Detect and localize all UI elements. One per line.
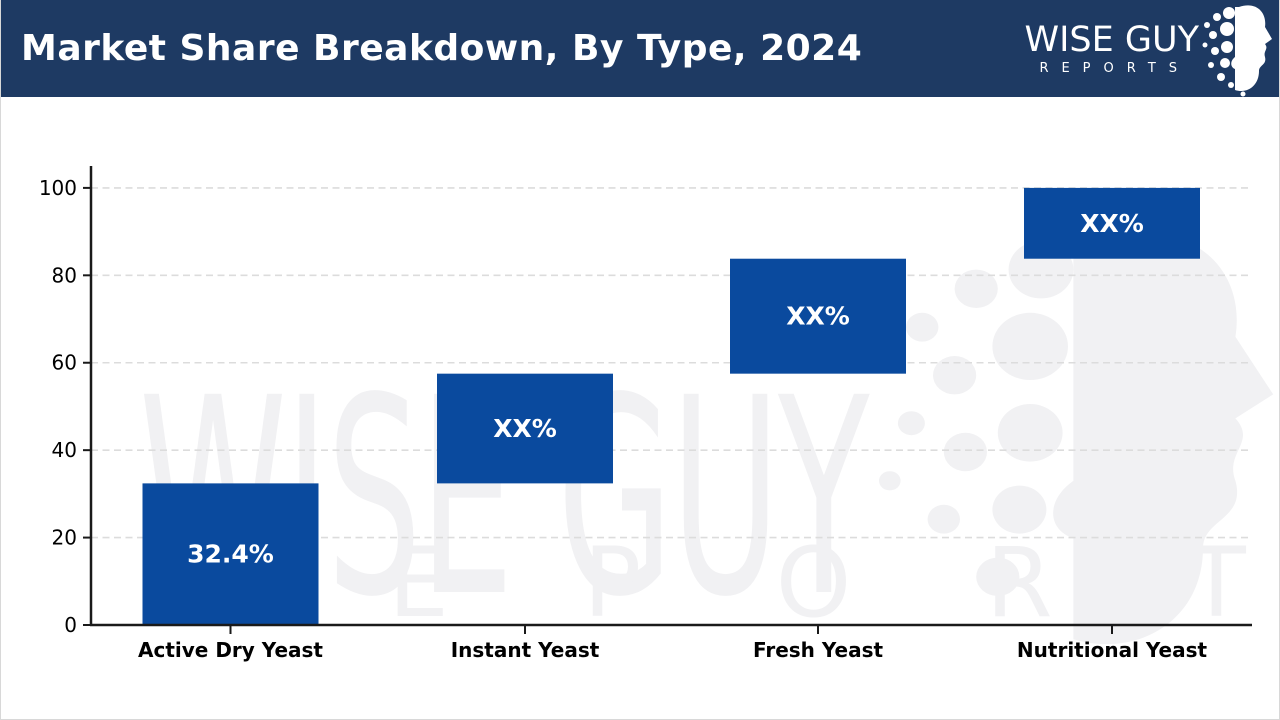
x-tick-label: Nutritional Yeast (1017, 638, 1208, 662)
logo-face-icon (1202, 4, 1272, 96)
bar-value-label: XX% (786, 302, 850, 331)
bar-nutritional-yeast (1024, 187, 1200, 259)
bar-fresh-yeast (730, 258, 906, 374)
y-tick-label: 40 (52, 438, 77, 462)
y-tick-label: 20 (52, 526, 77, 550)
y-tick-label: 0 (64, 613, 77, 637)
bar-value-label: XX% (1080, 209, 1144, 238)
x-tick-label: Fresh Yeast (753, 638, 884, 662)
logo-wordmark: WISE GUY (1024, 19, 1199, 60)
bar-active-dry-yeast (142, 483, 319, 625)
y-tick-label: 60 (52, 351, 77, 375)
x-tick-label: Instant Yeast (451, 638, 600, 662)
chart-area: WISE GUY R E P O R T S 32.4%XX%XX%XX%020… (1, 97, 1279, 719)
y-tick-label: 80 (52, 263, 77, 287)
y-tick-label: 100 (39, 176, 77, 200)
chart-title: Market Share Breakdown, By Type, 2024 (21, 28, 863, 69)
x-tick-label: Active Dry Yeast (138, 638, 323, 662)
logo-text: WISE GUY REPORTS (1024, 19, 1199, 76)
bar-value-label: XX% (493, 414, 557, 443)
header-bar: Market Share Breakdown, By Type, 2024 WI… (1, 0, 1279, 97)
market-share-waterfall-chart: 32.4% XX% XX% XX% 0 20 40 60 80 100 Active Dry Yea… (39, 166, 1252, 662)
logo-subtext: REPORTS (1039, 60, 1191, 76)
bar-instant-yeast (437, 373, 613, 484)
bar-value-label: 32.4% (187, 540, 274, 569)
wise-guy-logo: WISE GUY REPORTS (1024, 0, 1273, 97)
